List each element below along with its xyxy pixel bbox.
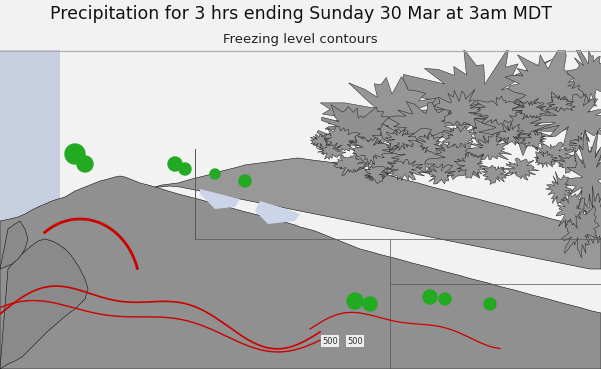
Polygon shape xyxy=(424,135,487,180)
Polygon shape xyxy=(0,221,28,269)
Circle shape xyxy=(179,163,191,175)
Polygon shape xyxy=(567,48,601,103)
Polygon shape xyxy=(473,99,574,156)
Polygon shape xyxy=(385,159,427,180)
Polygon shape xyxy=(332,154,367,176)
Circle shape xyxy=(210,169,220,179)
Circle shape xyxy=(423,290,437,304)
Circle shape xyxy=(363,297,377,311)
Polygon shape xyxy=(498,42,601,129)
Polygon shape xyxy=(454,152,489,178)
Text: 500: 500 xyxy=(347,337,363,345)
Text: Freezing level contours: Freezing level contours xyxy=(223,32,378,45)
Polygon shape xyxy=(534,151,557,168)
Polygon shape xyxy=(364,166,388,183)
Polygon shape xyxy=(350,135,394,165)
Polygon shape xyxy=(318,105,389,151)
Polygon shape xyxy=(580,186,601,248)
Polygon shape xyxy=(512,101,546,120)
Polygon shape xyxy=(520,131,546,149)
Polygon shape xyxy=(360,124,459,181)
Text: Precipitation for 3 hrs ending Sunday 30 Mar at 3am MDT: Precipitation for 3 hrs ending Sunday 30… xyxy=(49,5,552,23)
Polygon shape xyxy=(398,47,577,156)
Polygon shape xyxy=(528,92,601,154)
Polygon shape xyxy=(388,101,476,149)
Polygon shape xyxy=(474,96,528,124)
Polygon shape xyxy=(561,198,599,258)
Circle shape xyxy=(77,156,93,172)
Circle shape xyxy=(239,175,251,187)
Polygon shape xyxy=(536,142,575,165)
Polygon shape xyxy=(501,158,539,180)
Polygon shape xyxy=(0,239,88,369)
Circle shape xyxy=(347,293,363,309)
Polygon shape xyxy=(587,147,601,173)
Polygon shape xyxy=(317,141,346,159)
Polygon shape xyxy=(416,132,444,155)
Polygon shape xyxy=(155,158,601,269)
Polygon shape xyxy=(385,129,418,151)
Polygon shape xyxy=(435,89,493,129)
Polygon shape xyxy=(569,135,589,152)
Circle shape xyxy=(484,298,496,310)
Polygon shape xyxy=(556,189,587,228)
Polygon shape xyxy=(427,164,456,184)
Polygon shape xyxy=(563,130,601,225)
Polygon shape xyxy=(320,77,453,152)
Polygon shape xyxy=(200,189,240,209)
Polygon shape xyxy=(481,166,510,184)
Polygon shape xyxy=(0,176,601,369)
Polygon shape xyxy=(465,133,512,160)
Polygon shape xyxy=(255,201,300,224)
Polygon shape xyxy=(316,126,366,157)
Polygon shape xyxy=(310,134,332,148)
Circle shape xyxy=(439,293,451,305)
Polygon shape xyxy=(546,96,576,112)
Text: 500: 500 xyxy=(322,337,338,345)
Polygon shape xyxy=(546,171,573,204)
Polygon shape xyxy=(496,122,529,145)
Circle shape xyxy=(168,157,182,171)
Polygon shape xyxy=(442,126,477,148)
Polygon shape xyxy=(555,155,587,173)
Circle shape xyxy=(65,144,85,164)
Polygon shape xyxy=(354,141,406,176)
Polygon shape xyxy=(0,50,60,369)
